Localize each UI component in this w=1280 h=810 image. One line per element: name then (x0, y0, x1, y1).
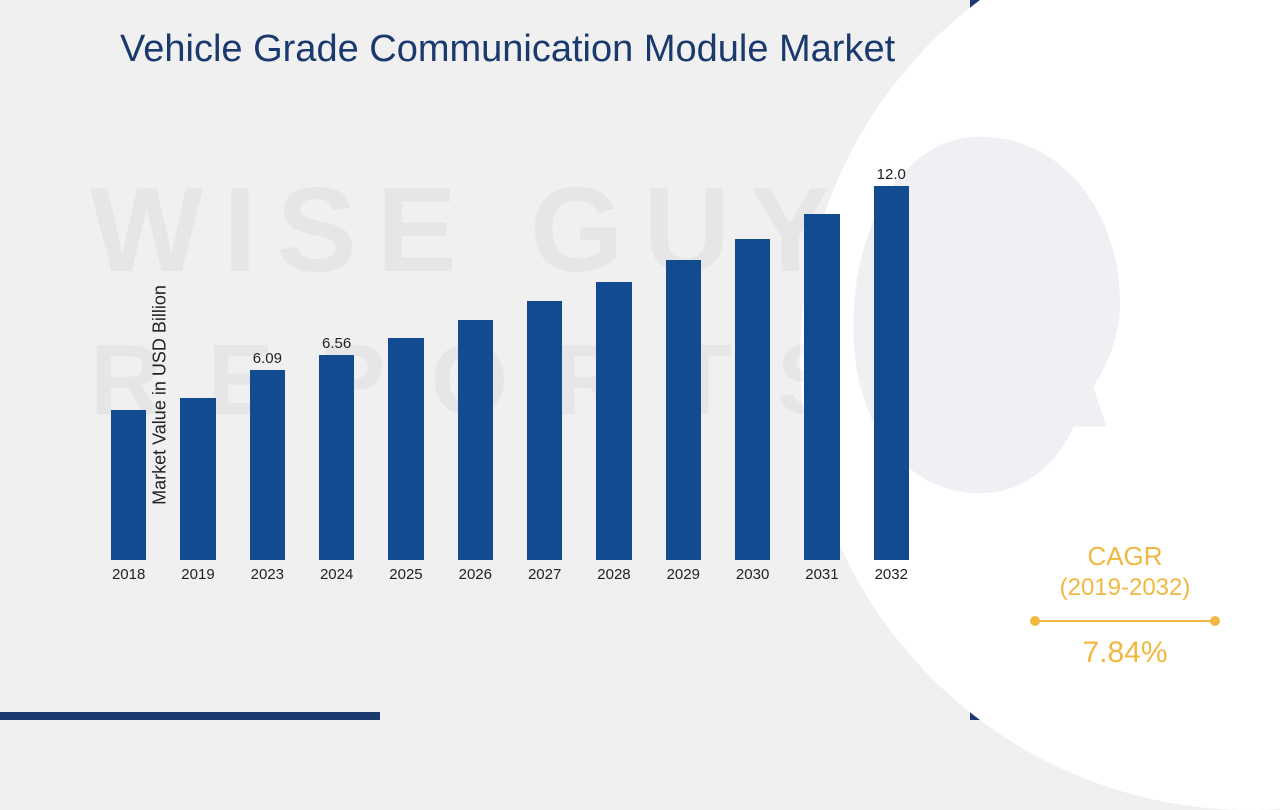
bar (180, 398, 216, 560)
bars-container: 6.09 6.56 12.0 (100, 170, 920, 560)
x-tick-label: 2019 (173, 560, 222, 590)
bar (804, 214, 840, 560)
bar (596, 282, 632, 560)
x-tick-label: 2032 (867, 560, 916, 590)
bar-slot: 12.0 (867, 170, 916, 560)
bar (111, 410, 147, 560)
bar-slot (797, 170, 846, 560)
bar-slot: 6.56 (312, 170, 361, 560)
x-tick-label: 2027 (520, 560, 569, 590)
x-tick-label: 2026 (451, 560, 500, 590)
bar-slot (173, 170, 222, 560)
logo-head-icon (1188, 24, 1258, 109)
cagr-block: CAGR (2019-2032) 7.84% (1000, 541, 1250, 670)
cagr-value: 7.84% (1000, 636, 1250, 670)
bottom-accent-bar (0, 712, 380, 720)
x-tick-label: 2025 (381, 560, 430, 590)
bar-slot (451, 170, 500, 560)
bar-slot (104, 170, 153, 560)
x-tick-label: 2024 (312, 560, 361, 590)
bar-slot (381, 170, 430, 560)
bar-value-label: 12.0 (877, 166, 906, 183)
bar-value-label: 6.09 (253, 350, 282, 367)
bar (388, 338, 424, 560)
x-tick-label: 2028 (589, 560, 638, 590)
bar (735, 239, 771, 560)
bar (666, 260, 702, 560)
bar-slot (520, 170, 569, 560)
bar-slot (728, 170, 777, 560)
chart-title: Vehicle Grade Communication Module Marke… (120, 28, 895, 72)
bar (250, 370, 286, 560)
x-tick-label: 2023 (243, 560, 292, 590)
bar-chart: Market Value in USD Billion 6.096.5612.0… (60, 170, 920, 620)
x-labels-container: 2018 2019 2023 2024 2025 2026 2027 2028 2029 2030… (100, 560, 920, 590)
x-tick-label: 2029 (659, 560, 708, 590)
x-tick-label: 2031 (797, 560, 846, 590)
bar-slot (589, 170, 638, 560)
bar-slot: 6.09 (243, 170, 292, 560)
cagr-title: CAGR (1000, 541, 1250, 572)
bar (458, 320, 494, 560)
plot-area: 6.09 6.56 12.0 2018 2019 2023 2024 2025 2026 202… (100, 170, 920, 590)
bar-slot (659, 170, 708, 560)
bar (527, 301, 563, 560)
bar-value-label: 6.56 (322, 335, 351, 352)
x-tick-label: 2030 (728, 560, 777, 590)
logo: WISE GUY REPORTS (1076, 30, 1250, 79)
cagr-range: (2019-2032) (1000, 574, 1250, 602)
bar (319, 355, 355, 560)
x-tick-label: 2018 (104, 560, 153, 590)
bar (874, 186, 910, 560)
cagr-divider (1035, 620, 1215, 622)
